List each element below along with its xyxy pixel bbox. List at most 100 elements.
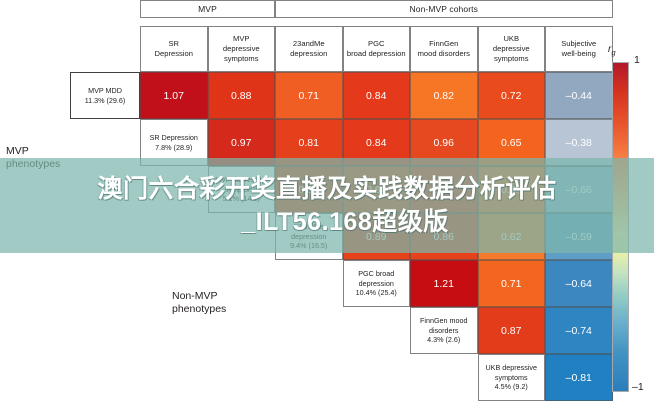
heatmap-cell-value: 0.71 [501,277,522,290]
colorbar-title-main: r [608,44,612,55]
heatmap-cell: 0.81 [275,119,343,166]
heatmap-cell-value: 0.71 [298,89,319,102]
row-label-stat: 11.3% (29.6) [84,95,126,105]
heatmap-cell-value: 0.88 [231,89,252,102]
row-label-box: 23andMe depression 9.4% (16.5) [275,213,343,260]
axis-caption-mvp-phenotypes: MVP phenotypes [6,145,60,171]
heatmap-cell: 0.65 [477,119,545,166]
row-label-stat: 7.8% (28.9) [155,142,193,152]
column-header-label: 23andMe [292,39,325,48]
column-header-label: FinnGen [429,39,459,48]
column-header-label: depressive symptoms [222,44,260,63]
heatmap-cell: –0.81 [545,354,613,401]
heatmap-cell-value: 0.96 [433,136,454,149]
row-label-name: SR Depression [149,133,198,142]
heatmap-cell-value: –0.38 [565,136,592,149]
heatmap-cell-value: 0.89 [366,230,387,243]
colorbar-gradient [612,62,629,392]
heatmap-cell: 0.84 [342,119,410,166]
row-label-name: 23andMe depression [291,222,327,241]
colorbar-min-label: –1 [632,381,644,393]
heatmap-cell: 0.97 [207,119,275,166]
heatmap-cell-value: –0.64 [565,277,592,290]
heatmap-cell: 0.62 [477,213,545,260]
heatmap-cell: 0.88 [207,72,275,119]
heatmap-cell-value: 0.62 [366,183,387,196]
column-header-label: SR [168,39,180,48]
heatmap-cell: –0.64 [545,260,613,307]
axis-caption-line: phenotypes [6,158,61,170]
heatmap-cell-value: 0.87 [501,324,522,337]
heatmap-cell-value: 1.07 [163,89,184,102]
column-header-label: Subjective [561,39,597,48]
heatmap-cell: 0.91 [410,166,478,213]
heatmap-cell-value: 0.84 [366,136,387,149]
heatmap-cell: 0.86 [410,213,478,260]
heatmap-cell: 0.72 [477,72,545,119]
heatmap-cell: 0.89 [342,213,410,260]
heatmap-cell-value: 0.91 [433,183,454,196]
heatmap-cell: –0.59 [545,213,613,260]
heatmap-cell: 1.21 [410,260,478,307]
heatmap-cell: –0.44 [545,72,613,119]
heatmap-cell-value: 0.86 [298,183,319,196]
column-header: 23andMe depression [275,26,343,72]
column-header-label: mood disorders [417,49,470,58]
heatmap-cell: 0.84 [342,72,410,119]
row-label-box: UKB depressive symptoms 4.5% (9.2) [477,354,545,401]
heatmap-cell: 0.87 [477,166,545,213]
column-header: FinnGen mood disorders [410,26,478,72]
column-header-label: broad depression [346,49,406,58]
row-label-box: SR Depression 7.8% (28.9) [140,119,208,166]
column-header: UKB depressive symptoms [477,26,545,72]
row-label-stat: 9.4% (16.5) [290,241,328,251]
column-header-label: Depression [154,49,193,58]
axis-caption-non-mvp-phenotypes: Non-MVP phenotypes [172,290,226,316]
heatmap-cell: 0.71 [477,260,545,307]
heatmap-cell-value: 0.82 [433,89,454,102]
column-header: SR Depression [140,26,208,72]
heatmap-cell: –0.38 [545,119,613,166]
colorbar-title: rg [608,44,616,57]
heatmap-cell-value: 0.86 [433,230,454,243]
heatmap-cell-value: 0.65 [501,136,522,149]
heatmap-cell-value: –0.81 [565,371,592,384]
colorbar-max-label: 1 [634,54,640,66]
axis-caption-line: phenotypes [172,303,227,315]
column-header: MVP depressive symptoms [207,26,275,72]
axis-caption-line: MVP [6,145,29,157]
row-label-stat: 4.3% (2.6) [427,335,461,345]
column-header-label: MVP [233,34,250,43]
column-header: PGC broad depression [342,26,410,72]
column-group-header-non-mvp: Non-MVP cohorts [275,0,613,18]
row-label-name: PGC broad depression [358,269,395,288]
row-label-box: FinnGen mood disorders 4.3% (2.6) [410,307,478,354]
heatmap-cell: –0.66 [545,166,613,213]
column-header-label: well-being [561,49,596,58]
row-label-box: MVP MDD 11.3% (29.6) [70,72,140,119]
column-group-label: MVP [198,4,217,14]
column-header-label: depression [290,49,328,58]
row-label-name: MVP MDD [88,86,122,95]
heatmap-cell-value: –0.66 [565,183,592,196]
heatmap-cell-value: 0.84 [366,89,387,102]
heatmap-cell: –0.74 [545,307,613,354]
column-header-label: depressive symptoms [492,44,530,63]
heatmap-cell-value: 0.87 [501,183,522,196]
heatmap-cell: 0.71 [275,72,343,119]
heatmap-cell: 0.62 [342,166,410,213]
heatmap-cell-value: –0.74 [565,324,592,337]
row-label-stat: 5.1% (14.2) [222,194,260,204]
axis-caption-line: Non-MVP [172,290,218,302]
row-label-box: PGC broad depression 10.4% (25.4) [342,260,410,307]
column-header-label: PGC [368,39,385,48]
heatmap-cell-value: 0.72 [501,89,522,102]
heatmap-cell-value: 1.21 [433,277,454,290]
heatmap-cell: 1.07 [140,72,208,119]
row-label-name: UKB depressive symptoms [485,363,538,382]
heatmap-cell-value: 0.81 [298,136,319,149]
column-group-header-mvp: MVP [140,0,275,18]
heatmap-cell-value: –0.59 [565,230,592,243]
heatmap-cell: 0.82 [410,72,478,119]
